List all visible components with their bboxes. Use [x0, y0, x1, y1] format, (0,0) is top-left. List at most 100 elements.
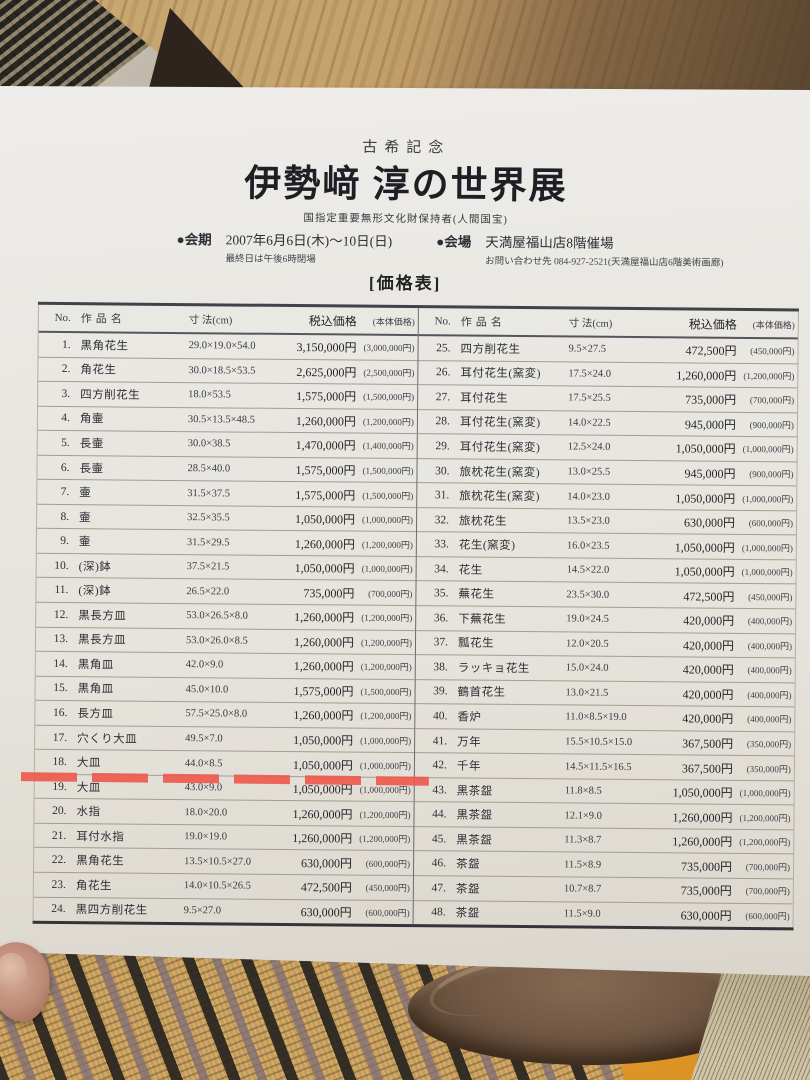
header-size: 寸 法(cm)	[188, 314, 233, 326]
cell-name: 壷	[79, 511, 92, 524]
cell-no: 34.	[434, 562, 449, 576]
cell-base: (450,000円)	[750, 346, 795, 357]
cell-base: (1,200,000円)	[739, 837, 791, 848]
cell-price: 420,000円	[682, 638, 735, 653]
cell-base: (400,000円)	[747, 689, 792, 701]
price-table: No. 作品名 寸 法(cm) 税込価格 (本体価格) 1. 黒角花生 29.0×1…	[32, 301, 799, 931]
cell-name: 耳付花生	[460, 392, 509, 405]
cell-size: 9.5×27.5	[568, 343, 607, 356]
table-row: 33. 花生(窯変) 16.0×23.5 1,050,000円 (1,000,000円)	[416, 532, 796, 561]
cell-price: 1,260,000円	[293, 634, 355, 650]
header-size: 寸 法(cm)	[568, 317, 613, 330]
period-value: 2007年6月6日(木)〜10日(日)	[225, 232, 393, 249]
header-base: (本体価格)	[752, 319, 795, 330]
cell-base: (1,200,000円)	[362, 416, 414, 427]
cell-no: 38.	[433, 661, 448, 674]
cell-size: 31.5×37.5	[187, 487, 231, 500]
cell-base: (600,000円)	[365, 858, 411, 869]
cell-base: (1,000,000円)	[362, 514, 414, 526]
cell-name: 花生	[458, 564, 483, 577]
cell-no: 42.	[432, 759, 447, 772]
table-row: 32. 旅枕花生 13.5×23.0 630,000円 (600,000円)	[416, 507, 797, 536]
cell-price: 1,050,000円	[674, 540, 735, 555]
cell-no: 45.	[431, 832, 447, 846]
table-row: 24. 黒四方削花生 9.5×27.0 630,000円 (600,000円)	[34, 897, 413, 924]
cell-size: 19.0×19.0	[184, 831, 228, 843]
cell-name: 耳付花生(窯変)	[459, 416, 541, 430]
cell-name: 穴くり大皿	[77, 732, 138, 746]
venue-block: 天満屋福山店8階催場 お問い合わせ先 084-927-2521(天満屋福山店6階…	[485, 231, 724, 269]
header-price: 税込価格	[688, 316, 737, 332]
cell-size: 12.0×20.5	[565, 638, 609, 650]
cell-no: 30.	[435, 464, 450, 477]
cell-base: (600,000円)	[745, 910, 790, 922]
cell-size: 13.0×21.5	[565, 687, 609, 699]
cell-price: 735,000円	[685, 392, 737, 408]
cell-no: 22.	[51, 854, 67, 867]
cell-name: 旅枕花生(窯変)	[459, 465, 541, 479]
cell-size: 28.5×40.0	[187, 463, 231, 475]
cell-size: 18.0×53.5	[188, 389, 231, 401]
table-row: 14. 黒角皿 42.0×9.0 1,260,000円 (1,200,000円)	[35, 651, 415, 680]
table-row: 28. 耳付花生(窯変) 14.0×22.5 945,000円 (900,000円)	[417, 409, 798, 438]
cell-size: 14.0×23.0	[567, 490, 611, 503]
cell-price: 1,575,000円	[295, 463, 356, 478]
cell-size: 13.5×23.0	[567, 515, 610, 527]
cell-size: 13.0×25.5	[567, 466, 611, 478]
event-meta: ●会期 2007年6月6日(木)〜10日(日) 最終日は午後6時閉場 ●会場 天…	[176, 228, 723, 269]
cell-no: 8.	[60, 510, 70, 523]
cell-price: 1,260,000円	[292, 806, 353, 822]
venue-value: 天満屋福山店8階催場	[485, 234, 614, 251]
table-row: 13. 黒長方皿 53.0×26.0×8.5 1,260,000円 (1,200,000…	[35, 627, 416, 656]
exhibition-subtitle: 国指定重要無形文化財保持者(人間国宝)	[303, 213, 508, 226]
cell-base: (1,000,000円)	[742, 444, 794, 455]
cell-size: 43.0×9.0	[184, 782, 223, 794]
table-row: 17. 穴くり大皿 49.5×7.0 1,050,000円 (1,000,000円)	[35, 725, 415, 754]
cell-no: 44.	[432, 808, 447, 821]
cell-base: (600,000円)	[748, 518, 794, 529]
cell-name: 壷	[79, 487, 92, 500]
cell-price: 1,260,000円	[672, 834, 733, 850]
cell-name: 瓢花生	[457, 637, 495, 651]
cell-name: 茶盌	[456, 858, 481, 871]
cell-base: (1,200,000円)	[360, 711, 412, 722]
cell-no: 17.	[52, 731, 68, 744]
cell-price: 630,000円	[680, 908, 732, 923]
cell-no: 23.	[51, 878, 66, 891]
cell-price: 1,260,000円	[292, 831, 353, 846]
cell-name: 壷	[78, 536, 91, 549]
cell-name: 鶴首花生	[457, 686, 506, 700]
cell-price: 1,260,000円	[295, 413, 356, 429]
cell-price: 472,500円	[300, 880, 352, 895]
cell-size: 15.5×10.5×15.0	[565, 736, 633, 749]
cell-size: 44.0×8.5	[184, 757, 223, 769]
cell-base: (1,200,000円)	[743, 370, 795, 382]
cell-base: (450,000円)	[748, 591, 793, 603]
table-row: 9. 壷 31.5×29.5 1,260,000円 (1,200,000円)	[36, 529, 416, 558]
cell-size: 11.3×8.7	[564, 834, 602, 846]
table-row: 40. 香炉 11.0×8.5×19.0 420,000円 (400,000円)	[415, 704, 795, 733]
cell-size: 14.5×11.5×16.5	[564, 760, 632, 773]
cell-price: 735,000円	[303, 585, 355, 601]
cell-name: 香炉	[457, 711, 482, 724]
cell-price: 1,260,000円	[294, 536, 355, 552]
cell-no: 21.	[51, 829, 67, 842]
cell-no: 31.	[434, 489, 450, 502]
table-row: 25. 四方削花生 9.5×27.5 472,500円 (450,000円)	[418, 336, 798, 364]
table-row: 29. 耳付花生(窯変) 12.5×24.0 1,050,000円 (1,000,000…	[417, 434, 797, 463]
cell-base: (1,200,000円)	[360, 637, 413, 648]
cell-price: 1,050,000円	[672, 785, 733, 800]
cell-base: (3,000,000円)	[363, 342, 415, 354]
table-row: 20. 水指 18.0×20.0 1,260,000円 (1,200,000円)	[34, 799, 414, 828]
table-row: 39. 鶴首花生 13.0×21.5 420,000円 (400,000円)	[415, 679, 795, 708]
cell-size: 53.0×26.5×8.0	[186, 610, 248, 622]
cell-name: (深)鉢	[78, 585, 112, 598]
cell-price: 3,150,000円	[296, 340, 357, 355]
venue-contact: お問い合わせ先 084-927-2521(天満屋福山店6階美術画廊)	[485, 256, 724, 269]
cell-no: 46.	[431, 857, 447, 870]
cell-no: 39.	[433, 685, 448, 698]
cell-no: 47.	[431, 882, 446, 895]
cell-size: 17.5×24.0	[568, 368, 612, 380]
table-row: 42. 千年 14.5×11.5×16.5 367,500円 (350,000円)	[414, 753, 795, 782]
